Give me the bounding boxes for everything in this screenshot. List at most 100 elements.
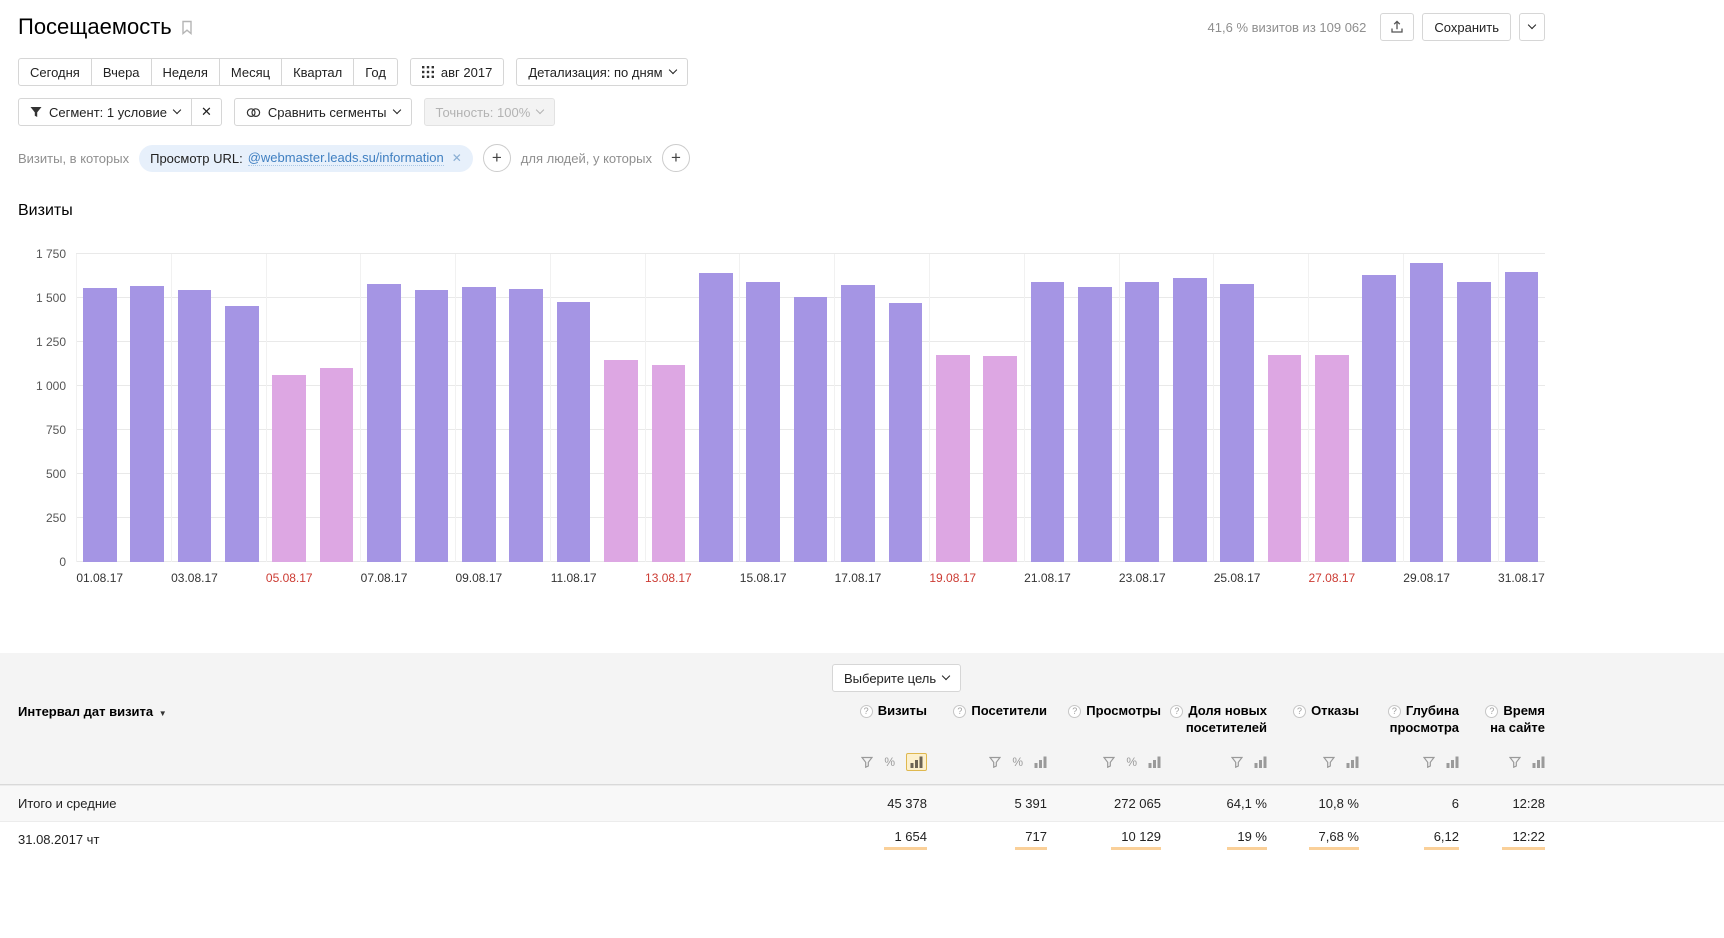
chart-bar[interactable] xyxy=(462,287,496,562)
help-icon[interactable]: ? xyxy=(1293,705,1307,719)
percent-icon[interactable]: % xyxy=(1126,754,1137,769)
accuracy-button[interactable]: Точность: 100% xyxy=(423,98,556,126)
help-icon[interactable]: ? xyxy=(953,705,967,719)
help-icon[interactable]: ? xyxy=(1068,705,1082,719)
bars-sort-icon[interactable] xyxy=(1532,756,1545,768)
filter-icon[interactable] xyxy=(861,756,874,768)
bars-sort-icon[interactable] xyxy=(1148,756,1161,768)
column-header[interactable]: ? Просмотры xyxy=(1047,703,1161,737)
bookmark-icon[interactable] xyxy=(181,20,193,35)
chart-bar[interactable] xyxy=(319,368,354,562)
bars-sort-icon[interactable] xyxy=(1446,756,1459,768)
column-header[interactable]: ? Глубина просмотра xyxy=(1359,703,1459,737)
segment-button[interactable]: Сегмент: 1 условие xyxy=(18,98,192,126)
save-dropdown-button[interactable] xyxy=(1519,13,1545,41)
add-visit-condition-button[interactable]: + xyxy=(482,144,511,172)
chart-bar[interactable] xyxy=(414,290,449,562)
y-axis-label: 750 xyxy=(45,423,66,437)
chart-bar[interactable] xyxy=(367,283,401,562)
add-people-condition-button[interactable]: + xyxy=(661,144,690,172)
period-tab-4[interactable]: Месяц xyxy=(218,58,283,86)
filter-icon[interactable] xyxy=(1231,756,1243,768)
column-header[interactable]: ? Время на сайте xyxy=(1459,703,1545,737)
chart-bar[interactable] xyxy=(746,282,780,562)
cell-value: 6,12 xyxy=(1423,829,1459,850)
chart-bar[interactable] xyxy=(1504,271,1539,562)
chart-bar[interactable] xyxy=(841,284,875,562)
chart-bar[interactable] xyxy=(130,285,164,562)
filter-icon[interactable] xyxy=(989,756,1002,768)
table-row[interactable]: 31.08.2017 чт 1 654 717 10 129 19 % 7,68 % 6,1… xyxy=(0,820,1724,857)
chart-bar[interactable] xyxy=(1030,282,1065,562)
column-header[interactable]: ? Посетители xyxy=(927,703,1047,737)
chart-bar[interactable] xyxy=(556,302,591,562)
date-range-button[interactable]: авг 2017 xyxy=(409,58,505,86)
bars-sort-icon[interactable] xyxy=(1346,756,1359,768)
chart-bar[interactable] xyxy=(1409,262,1444,562)
x-axis-label: 15.08.17 xyxy=(739,571,787,585)
export-button[interactable] xyxy=(1380,13,1415,41)
select-goal-button[interactable]: Выберите цель xyxy=(832,664,962,692)
help-icon[interactable]: ? xyxy=(1387,705,1401,719)
percent-icon[interactable]: % xyxy=(1012,754,1023,769)
chart-bar[interactable] xyxy=(1457,282,1491,562)
chart-bar[interactable] xyxy=(888,303,923,562)
period-tab-1[interactable]: Сегодня xyxy=(18,58,92,86)
column-header[interactable]: ? Отказы xyxy=(1267,703,1359,737)
bars-sort-icon[interactable] xyxy=(1254,756,1267,768)
chart-bar[interactable] xyxy=(82,288,117,562)
chart-bar[interactable] xyxy=(1362,275,1397,562)
chart-bar[interactable] xyxy=(1125,282,1160,562)
period-tab-3[interactable]: Неделя xyxy=(150,58,220,86)
help-icon[interactable]: ? xyxy=(1170,705,1184,719)
chart-bar[interactable] xyxy=(1315,355,1349,562)
bars-sort-icon[interactable] xyxy=(1034,756,1047,768)
dimension-header[interactable]: Интервал дат визита ▼ xyxy=(18,703,832,737)
chart-bar[interactable] xyxy=(793,297,828,562)
table-row[interactable]: Итого и средние 45 378 5 391 272 065 64,1 % 1… xyxy=(0,784,1724,821)
period-tab-6[interactable]: Год xyxy=(353,58,398,86)
chart-bar[interactable] xyxy=(1220,283,1254,562)
column-header[interactable]: ? Доля новых посетителей xyxy=(1161,703,1267,737)
chart-bar[interactable] xyxy=(651,364,686,562)
bar-slot xyxy=(455,254,502,562)
chart-bar[interactable] xyxy=(698,273,733,562)
chart-bar[interactable] xyxy=(935,355,970,562)
dimension-header-label: Интервал дат визита xyxy=(18,704,154,719)
bar-slot xyxy=(1261,254,1308,562)
help-icon[interactable]: ? xyxy=(859,705,873,719)
chart-bar[interactable] xyxy=(983,356,1017,562)
period-tab-2[interactable]: Вчера xyxy=(90,58,152,86)
period-tab-5[interactable]: Квартал xyxy=(281,58,355,86)
bars-sort-icon[interactable] xyxy=(906,752,927,771)
filter-icon[interactable] xyxy=(1423,756,1435,768)
column-header[interactable]: ? Визиты xyxy=(832,703,927,737)
chart-bar[interactable] xyxy=(177,290,212,562)
filter-icon[interactable] xyxy=(1103,756,1116,768)
chart-bar[interactable] xyxy=(1172,277,1207,562)
chart-bar[interactable] xyxy=(272,375,307,562)
chip-close-icon[interactable]: ✕ xyxy=(451,151,462,165)
chart-bar[interactable] xyxy=(1267,355,1302,562)
bar-slot xyxy=(1356,254,1403,562)
save-button[interactable]: Сохранить xyxy=(1422,13,1511,41)
bar-slot xyxy=(739,254,786,562)
chart-bar[interactable] xyxy=(509,289,544,562)
chart-bar[interactable] xyxy=(1078,286,1112,562)
column-tools: % xyxy=(927,751,1047,773)
filter-icon[interactable] xyxy=(1323,756,1335,768)
percent-icon[interactable]: % xyxy=(884,754,895,769)
cell-value: 19 % xyxy=(1227,829,1267,850)
chevron-down-icon xyxy=(1527,20,1537,30)
segment-clear-button[interactable]: ✕ xyxy=(190,98,222,126)
filter-chip[interactable]: Просмотр URL: @webmaster.leads.su/inform… xyxy=(139,144,473,172)
chip-value-link[interactable]: @webmaster.leads.su/information xyxy=(247,150,444,166)
filter-row: Визиты, в которых Просмотр URL: @webmast… xyxy=(18,144,1545,172)
chart-bar[interactable] xyxy=(225,305,259,562)
detail-button[interactable]: Детализация: по дням xyxy=(516,58,688,86)
bar-slot xyxy=(692,254,739,562)
chart-bar[interactable] xyxy=(604,359,638,562)
filter-icon[interactable] xyxy=(1509,756,1521,768)
compare-segments-button[interactable]: Сравнить сегменты xyxy=(233,98,412,126)
help-icon[interactable]: ? xyxy=(1485,705,1499,719)
